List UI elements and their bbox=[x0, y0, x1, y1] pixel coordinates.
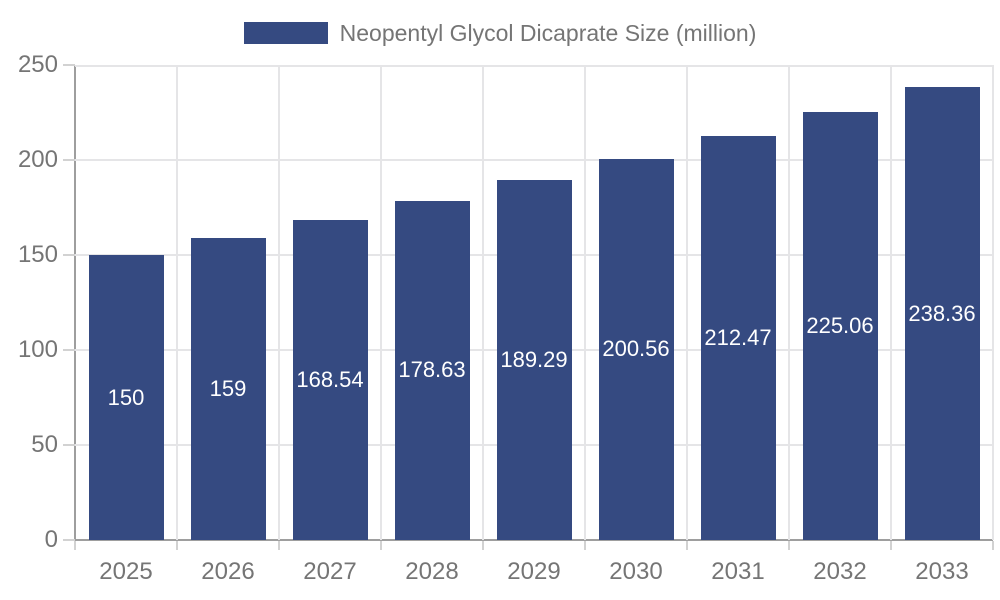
x-axis-line bbox=[75, 539, 993, 541]
x-axis-tick bbox=[788, 541, 790, 550]
x-axis-tick bbox=[74, 541, 76, 550]
x-axis-tick-label: 2030 bbox=[609, 558, 663, 585]
bar-2026[interactable]: 159 bbox=[190, 237, 266, 540]
y-axis-tick bbox=[63, 159, 75, 161]
y-axis-tick-label: 200 bbox=[17, 146, 58, 173]
x-axis-tick-label: 2033 bbox=[915, 558, 969, 585]
bar-value-label: 150 bbox=[107, 384, 145, 410]
bar-2033[interactable]: 238.36 bbox=[904, 87, 980, 540]
vertical-gridline bbox=[278, 65, 280, 540]
vertical-gridline bbox=[890, 65, 892, 540]
x-axis-tick-label: 2028 bbox=[405, 558, 459, 585]
bar-value-label: 159 bbox=[209, 375, 247, 401]
bar-2032[interactable]: 225.06 bbox=[802, 112, 878, 540]
bar-2029[interactable]: 189.29 bbox=[496, 180, 572, 540]
bar-value-label: 212.47 bbox=[704, 325, 772, 351]
bar-2030[interactable]: 200.56 bbox=[598, 158, 674, 540]
x-axis-tick bbox=[584, 541, 586, 550]
y-axis-tick bbox=[63, 64, 75, 66]
x-axis-tick bbox=[176, 541, 178, 550]
x-axis-tick bbox=[278, 541, 280, 550]
legend-label: Neopentyl Glycol Dicaprate Size (million… bbox=[339, 19, 757, 46]
bar-2027[interactable]: 168.54 bbox=[292, 219, 368, 540]
bar-2031[interactable]: 212.47 bbox=[700, 136, 776, 540]
y-axis-line bbox=[74, 65, 76, 540]
y-axis-tick bbox=[63, 349, 75, 351]
vertical-gridline bbox=[788, 65, 790, 540]
vertical-gridline bbox=[176, 65, 178, 540]
bar-value-label: 238.36 bbox=[908, 300, 976, 326]
bar-value-label: 200.56 bbox=[602, 336, 670, 362]
y-axis-tick-label: 250 bbox=[17, 51, 58, 78]
x-axis-tick bbox=[992, 541, 994, 550]
y-axis-tick bbox=[63, 539, 75, 541]
legend[interactable]: Neopentyl Glycol Dicaprate Size (million… bbox=[0, 19, 1000, 46]
vertical-gridline bbox=[380, 65, 382, 540]
y-axis-tick bbox=[63, 444, 75, 446]
bar-value-label: 225.06 bbox=[806, 313, 874, 339]
x-axis-tick-label: 2027 bbox=[303, 558, 357, 585]
y-axis-tick-label: 150 bbox=[17, 241, 58, 268]
x-axis-tick-label: 2025 bbox=[99, 558, 153, 585]
y-axis-tick bbox=[63, 254, 75, 256]
x-axis-tick-label: 2031 bbox=[711, 558, 765, 585]
bar-value-label: 168.54 bbox=[296, 366, 364, 392]
y-axis-tick-label: 0 bbox=[44, 526, 58, 553]
x-axis-tick bbox=[380, 541, 382, 550]
plot-area: 150 159 168.54 178.63 189.29 200.56 212.47 225.… bbox=[74, 65, 994, 541]
x-axis-tick bbox=[686, 541, 688, 550]
x-axis-tick-label: 2029 bbox=[507, 558, 561, 585]
bar-2028[interactable]: 178.63 bbox=[394, 200, 470, 540]
x-axis-tick bbox=[482, 541, 484, 550]
bar-value-label: 189.29 bbox=[500, 347, 568, 373]
x-axis-tick-label: 2026 bbox=[201, 558, 255, 585]
vertical-gridline bbox=[686, 65, 688, 540]
x-axis-tick bbox=[890, 541, 892, 550]
horizontal-gridline bbox=[75, 65, 993, 67]
vertical-gridline bbox=[584, 65, 586, 540]
bar-value-label: 178.63 bbox=[398, 357, 466, 383]
legend-swatch bbox=[243, 22, 328, 44]
vertical-gridline bbox=[482, 65, 484, 540]
vertical-gridline bbox=[992, 65, 994, 540]
x-axis-tick-label: 2032 bbox=[813, 558, 867, 585]
y-axis-tick-label: 50 bbox=[31, 431, 58, 458]
horizontal-gridline bbox=[75, 159, 993, 161]
y-axis-tick-label: 100 bbox=[17, 336, 58, 363]
bar-2025[interactable]: 150 bbox=[88, 255, 164, 540]
